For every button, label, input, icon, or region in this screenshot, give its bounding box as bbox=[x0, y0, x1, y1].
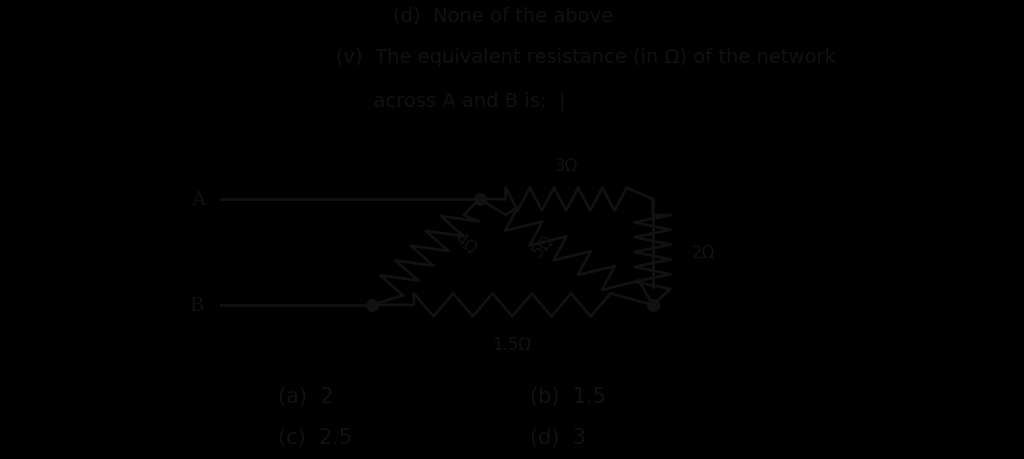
Text: 1.5Ω: 1.5Ω bbox=[493, 335, 531, 353]
Text: (b)  1.5: (b) 1.5 bbox=[530, 386, 606, 406]
Text: A: A bbox=[190, 190, 205, 209]
Text: (a)  2: (a) 2 bbox=[279, 386, 334, 406]
Text: (d)  3: (d) 3 bbox=[530, 428, 586, 448]
Text: 5Ω: 5Ω bbox=[528, 231, 558, 260]
Point bbox=[644, 302, 660, 309]
Text: (v)  The equivalent resistance (in Ω) of the network: (v) The equivalent resistance (in Ω) of … bbox=[336, 48, 836, 67]
Text: 4Ω: 4Ω bbox=[451, 229, 480, 257]
Point bbox=[364, 302, 380, 309]
Text: (c)  2.5: (c) 2.5 bbox=[279, 428, 352, 448]
Text: 2Ω: 2Ω bbox=[692, 243, 716, 262]
Text: across A and B is:  |: across A and B is: | bbox=[336, 92, 565, 111]
Text: B: B bbox=[190, 296, 205, 314]
Text: 3Ω: 3Ω bbox=[554, 157, 578, 174]
Text: (d)  None of the above: (d) None of the above bbox=[393, 7, 613, 26]
Point bbox=[471, 196, 487, 203]
